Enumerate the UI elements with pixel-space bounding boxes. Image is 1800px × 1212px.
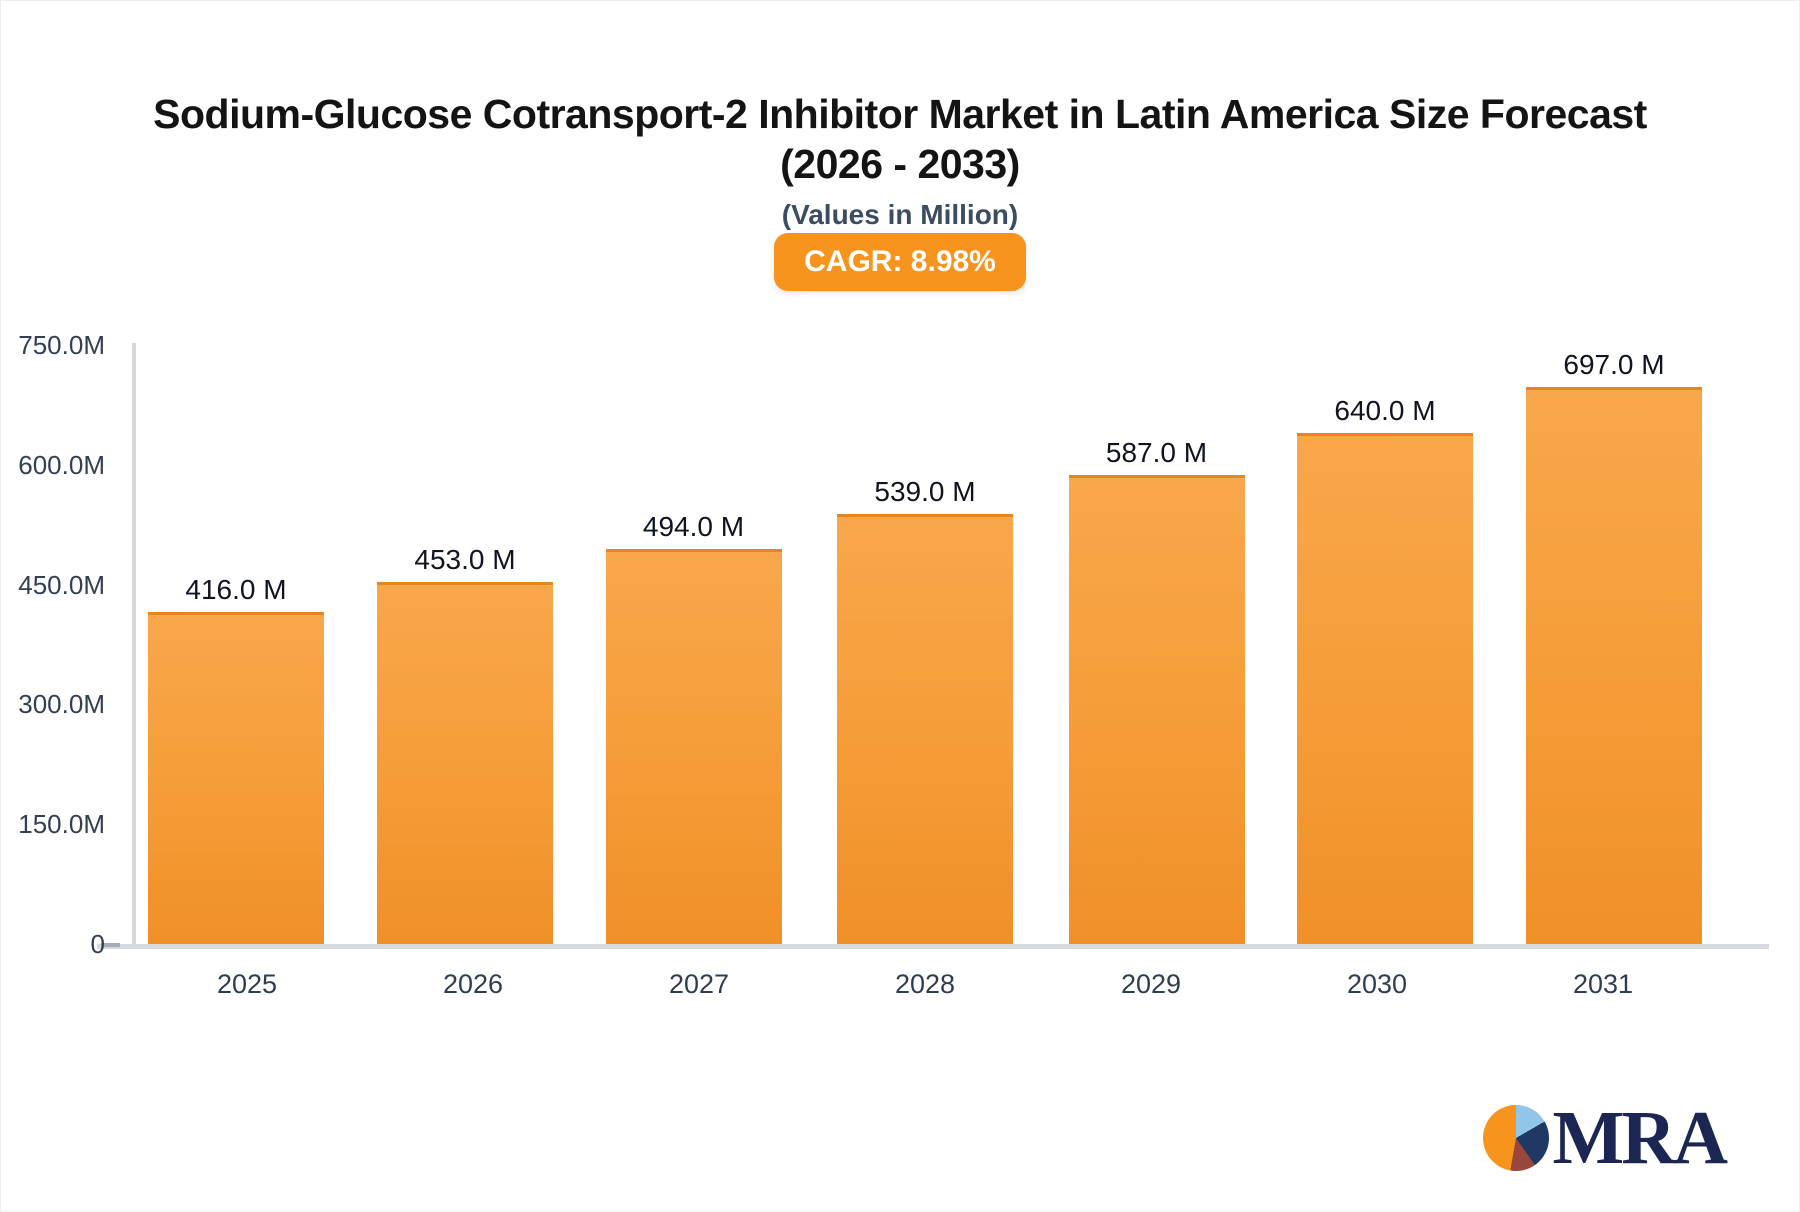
bar-3d-2025: 416.0 M bbox=[148, 574, 346, 944]
brand-logo-text: MRA bbox=[1552, 1096, 1728, 1180]
y-axis-line bbox=[132, 343, 136, 949]
bar-group-2026: 453.0 M bbox=[360, 345, 586, 944]
cagr-badge: CAGR: 8.98% bbox=[774, 233, 1026, 291]
chart-subtitle: (Values in Million) bbox=[781, 199, 1019, 230]
y-tick-label: 600.0M bbox=[18, 449, 105, 480]
brand-logo: MRA bbox=[1483, 1096, 1728, 1180]
x-axis-label-2028: 2028 bbox=[894, 969, 956, 999]
chart-header: Sodium-Glucose Cotransport-2 Inhibitor M… bbox=[1, 89, 1799, 291]
bar-face-2028: 539.0 M bbox=[837, 476, 1013, 944]
bar-group-2028: 539.0 M bbox=[812, 345, 1038, 944]
y-axis-zero-tick bbox=[101, 943, 120, 947]
bar-group-2029: 587.0 M bbox=[1038, 345, 1264, 944]
y-tick-label: 0 bbox=[90, 929, 105, 959]
bars-area: 416.0 M 453.0 M 494.0 M 539.0 M 587.0 M 640.0… bbox=[134, 345, 1716, 944]
bar-face-2026: 453.0 M bbox=[377, 544, 553, 944]
bar-value-label: 494.0 M bbox=[642, 511, 745, 542]
bar-face-2025: 416.0 M bbox=[148, 574, 324, 944]
bar-value-label: 587.0 M bbox=[1105, 437, 1208, 468]
bar-face-2029: 587.0 M bbox=[1068, 437, 1245, 944]
bar-group-2027: 494.0 M bbox=[586, 345, 812, 944]
bar-value-label: 539.0 M bbox=[874, 476, 976, 507]
bar-face-2030: 640.0 M bbox=[1297, 395, 1473, 944]
page-title-line2: (2026 - 2033) bbox=[780, 141, 1020, 187]
y-tick-label: 150.0M bbox=[18, 809, 105, 840]
x-axis-line bbox=[97, 944, 1769, 949]
x-axis-label-2025: 2025 bbox=[216, 969, 278, 999]
bar-value-label: 697.0 M bbox=[1563, 349, 1665, 380]
bar-group-2031: 697.0 M bbox=[1490, 345, 1716, 944]
x-axis-label-2027: 2027 bbox=[668, 969, 730, 999]
bar-face-2031: 697.0 M bbox=[1526, 349, 1702, 944]
y-tick-label: 300.0M bbox=[18, 689, 105, 720]
bar-3d-2031: 697.0 M bbox=[1504, 349, 1702, 944]
bar-3d-2026: 453.0 M bbox=[377, 544, 569, 944]
bar-group-2025: 416.0 M bbox=[134, 345, 360, 944]
bar-value-label: 640.0 M bbox=[1334, 395, 1436, 426]
bar-value-label: 453.0 M bbox=[414, 544, 516, 575]
y-tick-label: 750.0M bbox=[18, 330, 105, 360]
x-axis-label-2026: 2026 bbox=[442, 969, 504, 999]
x-axis-label-2030: 2030 bbox=[1346, 969, 1408, 999]
bar-3d-2028: 539.0 M bbox=[837, 476, 1013, 944]
bar-value-label: 416.0 M bbox=[185, 574, 287, 605]
bar-3d-2027: 494.0 M bbox=[605, 511, 793, 944]
bar-3d-2030: 640.0 M bbox=[1281, 395, 1473, 944]
x-axis-labels: 2025 2026 2027 2028 2029 2030 2031 bbox=[134, 963, 1716, 1005]
page-title-line1: Sodium-Glucose Cotransport-2 Inhibitor M… bbox=[153, 91, 1647, 137]
bar-face-2027: 494.0 M bbox=[605, 511, 782, 944]
y-tick-label: 450.0M bbox=[18, 569, 105, 600]
x-axis-label-2031: 2031 bbox=[1572, 969, 1634, 999]
x-axis-label-2029: 2029 bbox=[1120, 969, 1182, 999]
bar-3d-2029: 587.0 M bbox=[1058, 437, 1245, 944]
pie-chart-logo-icon bbox=[1483, 1105, 1550, 1171]
bar-group-2030: 640.0 M bbox=[1264, 345, 1490, 944]
